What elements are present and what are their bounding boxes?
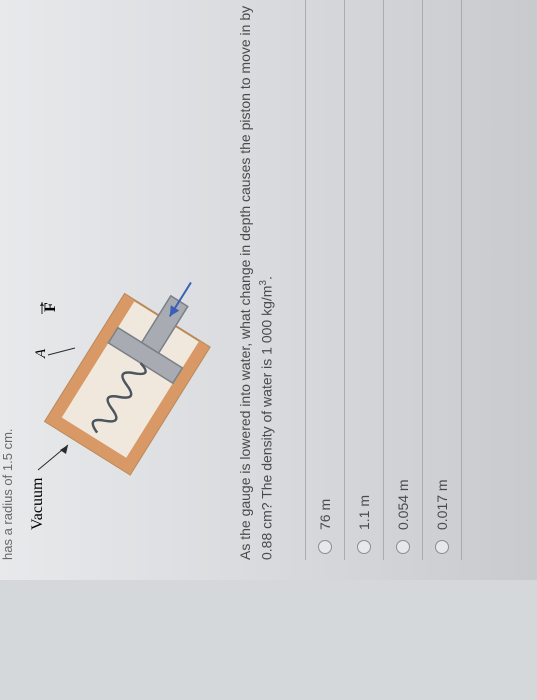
- force-label: F⃗: [42, 290, 59, 312]
- vacuum-label: Vacuum: [29, 477, 46, 530]
- area-label: A: [33, 348, 49, 359]
- answer-options: 76 m 1.1 m 0.054 m 0.017 m: [305, 0, 462, 560]
- question-text: As the gauge is lowered into water, what…: [235, 0, 278, 560]
- gauge-svg: Vacuum A F⃗: [20, 270, 220, 530]
- option-label: 76 m: [317, 499, 333, 530]
- radio-icon[interactable]: [396, 540, 410, 554]
- option-row[interactable]: 1.1 m: [344, 0, 383, 560]
- option-label: 1.1 m: [356, 495, 372, 530]
- option-row[interactable]: 0.054 m: [383, 0, 422, 560]
- radio-icon[interactable]: [435, 540, 449, 554]
- option-label: 0.017 m: [434, 479, 450, 530]
- option-row[interactable]: 76 m: [305, 0, 344, 560]
- radio-icon[interactable]: [357, 540, 371, 554]
- context-text: has a radius of 1.5 cm.: [0, 428, 15, 560]
- radio-icon[interactable]: [318, 540, 332, 554]
- option-row[interactable]: 0.017 m: [422, 0, 462, 560]
- option-label: 0.054 m: [395, 479, 411, 530]
- pressure-gauge-diagram: Vacuum A F⃗: [20, 270, 220, 530]
